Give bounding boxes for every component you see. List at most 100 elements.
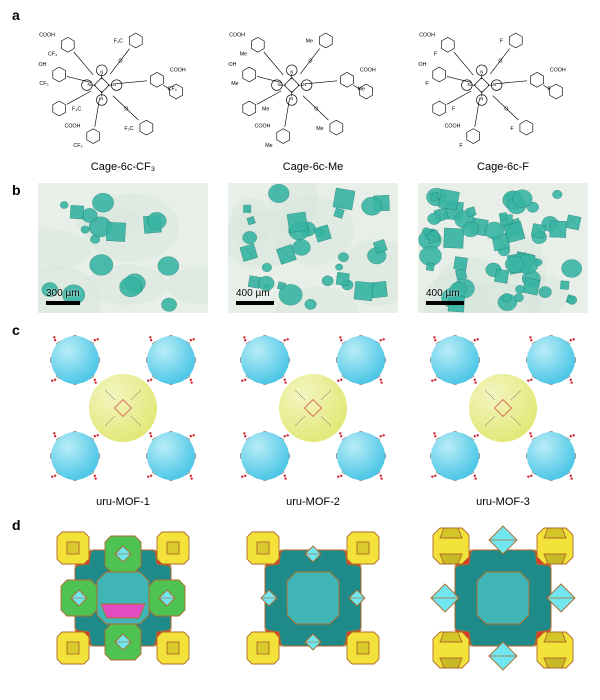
svg-text:N: N [100,96,103,101]
scalebar-2-text: 400 µm [236,288,270,299]
row-c: c uru-MOF-1 uru-MOF-2 uru-MOF-3 [12,323,588,508]
mof-3-svg [418,323,588,493]
tiling-1-svg [38,518,208,678]
svg-text:O: O [308,59,312,65]
scalebar-3-text: 400 µm [426,288,460,299]
micrograph-3: 400 µm [418,183,588,313]
row-b-cells: 300 µm 400 µm 400 µm [38,183,588,313]
tiling-3-svg [418,518,588,678]
cage-f-svg: NNNNCOOHFFOCOOHFFOCOOHFFCOOHF [418,8,588,158]
svg-text:COOH: COOH [419,32,435,38]
svg-text:F: F [459,143,463,149]
svg-text:F: F [425,81,429,87]
svg-text:F: F [452,107,456,113]
svg-text:O: O [498,59,502,65]
scalebar-3-bar [426,301,464,305]
mof-2-caption: uru-MOF-2 [286,496,340,508]
row-a: a NNNNCOOHCF₃F₃COCOOHCF₃F₃COCOOHCF₃F₃CCO… [12,8,588,173]
tiling-2-svg [228,518,398,678]
mof-1-caption: uru-MOF-1 [96,496,150,508]
mof-1-svg [38,323,208,493]
svg-text:F: F [500,39,504,45]
svg-text:N: N [290,69,293,74]
svg-text:N: N [87,82,90,87]
mof-2-svg [228,323,398,493]
cage-structure-f: NNNNCOOHFFOCOOHFFOCOOHFFCOOHF Cage-6c-F [418,8,588,173]
mof-1: uru-MOF-1 [38,323,208,508]
svg-text:O: O [504,107,508,113]
figure: a NNNNCOOHCF₃F₃COCOOHCF₃F₃COCOOHCF₃F₃CCO… [0,0,600,700]
cage-structure-me: NNNNCOOHMeMeOCOOHMeMeOCOOHMeMeCOOHMe Cag… [228,8,398,173]
svg-text:N: N [480,69,483,74]
scalebar-3: 400 µm [426,288,464,305]
svg-text:N: N [467,82,470,87]
svg-text:COOH: COOH [445,124,461,130]
svg-text:F: F [510,126,514,132]
row-a-cells: NNNNCOOHCF₃F₃COCOOHCF₃F₃COCOOHCF₃F₃CCOOH… [38,8,588,173]
svg-text:N: N [290,96,293,101]
svg-text:COOH: COOH [229,32,245,38]
svg-text:CF₃: CF₃ [39,81,48,87]
svg-text:COOH: COOH [550,67,566,73]
mof-2: uru-MOF-2 [228,323,398,508]
cage-cf3-caption: Cage-6c-CF₃ [91,161,155,173]
svg-text:Me: Me [231,81,238,87]
row-d-cells [38,518,588,678]
svg-text:Me: Me [262,107,269,113]
svg-text:N: N [113,82,116,87]
svg-text:F₃C: F₃C [114,39,123,45]
row-b-label: b [12,183,24,197]
svg-text:COOH: COOH [170,67,186,73]
tiling-1 [38,518,208,678]
svg-text:N: N [480,96,483,101]
svg-text:N: N [493,82,496,87]
row-d-label: d [12,518,24,532]
row-b: b 300 µm 400 µm [12,183,588,313]
svg-text:O: O [124,107,128,113]
scalebar-1-text: 300 µm [46,288,80,299]
scalebar-1: 300 µm [46,288,80,305]
micrograph-3-frame: 400 µm [418,183,588,313]
svg-text:Me: Me [316,126,323,132]
svg-text:O: O [118,59,122,65]
cage-f-caption: Cage-6c-F [477,161,529,173]
svg-text:N: N [100,69,103,74]
scalebar-2-bar [236,301,274,305]
cage-cf3-svg: NNNNCOOHCF₃F₃COCOOHCF₃F₃COCOOHCF₃F₃CCOOH… [38,8,208,158]
svg-text:COOH: COOH [39,32,55,38]
svg-text:O: O [314,107,318,113]
mof-3: uru-MOF-3 [418,323,588,508]
micrograph-1-frame: 300 µm [38,183,208,313]
micrograph-1: 300 µm [38,183,208,313]
svg-text:COOH: COOH [65,124,81,130]
svg-text:Me: Me [306,39,313,45]
svg-text:CF₃: CF₃ [48,51,57,57]
cage-me-svg: NNNNCOOHMeMeOCOOHMeMeOCOOHMeMeCOOHMe [228,8,398,158]
row-c-cells: uru-MOF-1 uru-MOF-2 uru-MOF-3 [38,323,588,508]
svg-text:COOH: COOH [255,124,271,130]
svg-text:N: N [277,82,280,87]
svg-text:CF₃: CF₃ [168,86,177,92]
svg-text:F₃C: F₃C [72,107,81,113]
svg-text:COOH: COOH [38,62,47,68]
svg-text:F: F [434,51,438,57]
mof-3-caption: uru-MOF-3 [476,496,530,508]
svg-text:Me: Me [240,51,247,57]
micrograph-2-frame: 400 µm [228,183,398,313]
tiling-2 [228,518,398,678]
svg-text:COOH: COOH [228,62,237,68]
cage-structure-cf3: NNNNCOOHCF₃F₃COCOOHCF₃F₃COCOOHCF₃F₃CCOOH… [38,8,208,173]
scalebar-1-bar [46,301,80,305]
scalebar-2: 400 µm [236,288,274,305]
svg-text:COOH: COOH [418,62,427,68]
row-a-label: a [12,8,24,22]
svg-text:Me: Me [358,86,365,92]
cage-me-caption: Cage-6c-Me [283,161,344,173]
row-c-label: c [12,323,24,337]
svg-text:CF₃: CF₃ [73,143,82,149]
svg-text:Me: Me [265,143,272,149]
tiling-3 [418,518,588,678]
row-d: d [12,518,588,678]
svg-text:N: N [303,82,306,87]
svg-text:COOH: COOH [360,67,376,73]
